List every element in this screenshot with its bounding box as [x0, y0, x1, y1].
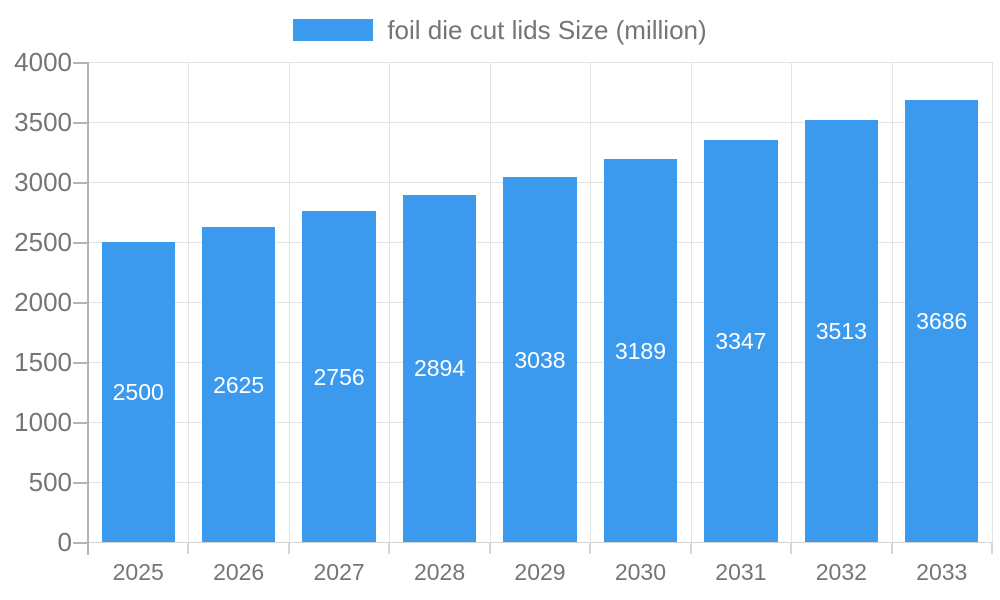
gridline-horizontal — [88, 62, 992, 63]
y-axis-tick — [73, 362, 88, 364]
y-axis-label: 3500 — [14, 107, 72, 137]
bar[interactable] — [402, 194, 477, 542]
x-axis-tick — [890, 542, 893, 554]
bar[interactable] — [905, 99, 979, 542]
bar-value-label: 2500 — [112, 379, 164, 405]
x-axis-tick — [187, 542, 190, 554]
y-axis-tick — [73, 482, 88, 484]
bar[interactable] — [101, 242, 175, 542]
y-axis-label: 500 — [28, 467, 72, 497]
y-axis-tick — [73, 62, 88, 64]
bar-value-label: 3347 — [715, 328, 767, 355]
gridline-vertical — [489, 62, 491, 542]
y-axis-label: 3000 — [14, 167, 72, 197]
x-axis-label: 2031 — [715, 559, 767, 585]
x-axis-label: 2033 — [916, 559, 968, 585]
gridline-horizontal — [88, 122, 992, 123]
x-axis-label: 2030 — [614, 559, 667, 585]
bar-value-label: 2756 — [313, 363, 365, 390]
gridline-vertical — [389, 62, 391, 542]
bar-value-label: 3038 — [514, 346, 566, 373]
legend[interactable]: foil die cut lids Size (million) — [0, 15, 1000, 45]
y-axis-label: 4000 — [14, 47, 72, 77]
x-axis-tick — [991, 542, 993, 554]
x-axis-label: 2026 — [213, 559, 265, 585]
gridline-vertical — [791, 62, 793, 542]
y-axis-label: 2000 — [14, 287, 72, 317]
x-axis-label: 2025 — [112, 559, 164, 585]
legend-label: foil die cut lids Size (million) — [387, 15, 707, 45]
y-axis-tick — [73, 302, 88, 304]
bar[interactable] — [804, 120, 878, 542]
gridline-vertical — [288, 62, 290, 542]
bar[interactable] — [302, 211, 376, 542]
y-axis-tick — [73, 182, 88, 184]
x-axis-tick — [488, 542, 491, 554]
bar[interactable] — [202, 227, 276, 542]
x-axis-label: 2028 — [413, 559, 466, 585]
gridline-horizontal — [88, 542, 992, 543]
bar-value-label: 2625 — [213, 371, 265, 398]
bar[interactable] — [603, 159, 678, 542]
bar-value-label: 3189 — [614, 337, 667, 364]
gridline-vertical — [992, 62, 993, 542]
x-axis-label: 2027 — [313, 559, 365, 585]
gridline-vertical — [690, 62, 692, 542]
y-axis-tick — [73, 422, 88, 424]
bar[interactable] — [503, 177, 577, 542]
x-axis-label: 2032 — [815, 559, 867, 585]
y-axis-label: 0 — [57, 527, 72, 557]
y-axis-tick — [73, 122, 88, 124]
gridline-vertical — [590, 62, 592, 542]
y-axis-label: 2500 — [14, 227, 72, 257]
x-axis-tick — [589, 542, 592, 554]
x-axis-tick — [388, 542, 391, 554]
gridline-vertical — [891, 62, 893, 542]
bar-value-label: 3686 — [916, 307, 968, 334]
bar[interactable] — [704, 140, 778, 542]
x-axis-label: 2029 — [514, 559, 566, 585]
x-axis-tick — [790, 542, 793, 554]
y-axis-tick — [73, 242, 88, 244]
legend-swatch-icon — [293, 19, 374, 41]
y-axis-label: 1500 — [14, 347, 72, 377]
x-axis-tick — [287, 542, 290, 554]
gridline-vertical — [188, 62, 190, 542]
y-axis-label: 1000 — [14, 407, 72, 437]
y-axis-tick — [73, 542, 88, 544]
bar-value-label: 3513 — [815, 318, 867, 345]
bar-value-label: 2894 — [413, 355, 466, 382]
y-axis-line — [87, 62, 89, 555]
x-axis-tick — [689, 542, 692, 554]
